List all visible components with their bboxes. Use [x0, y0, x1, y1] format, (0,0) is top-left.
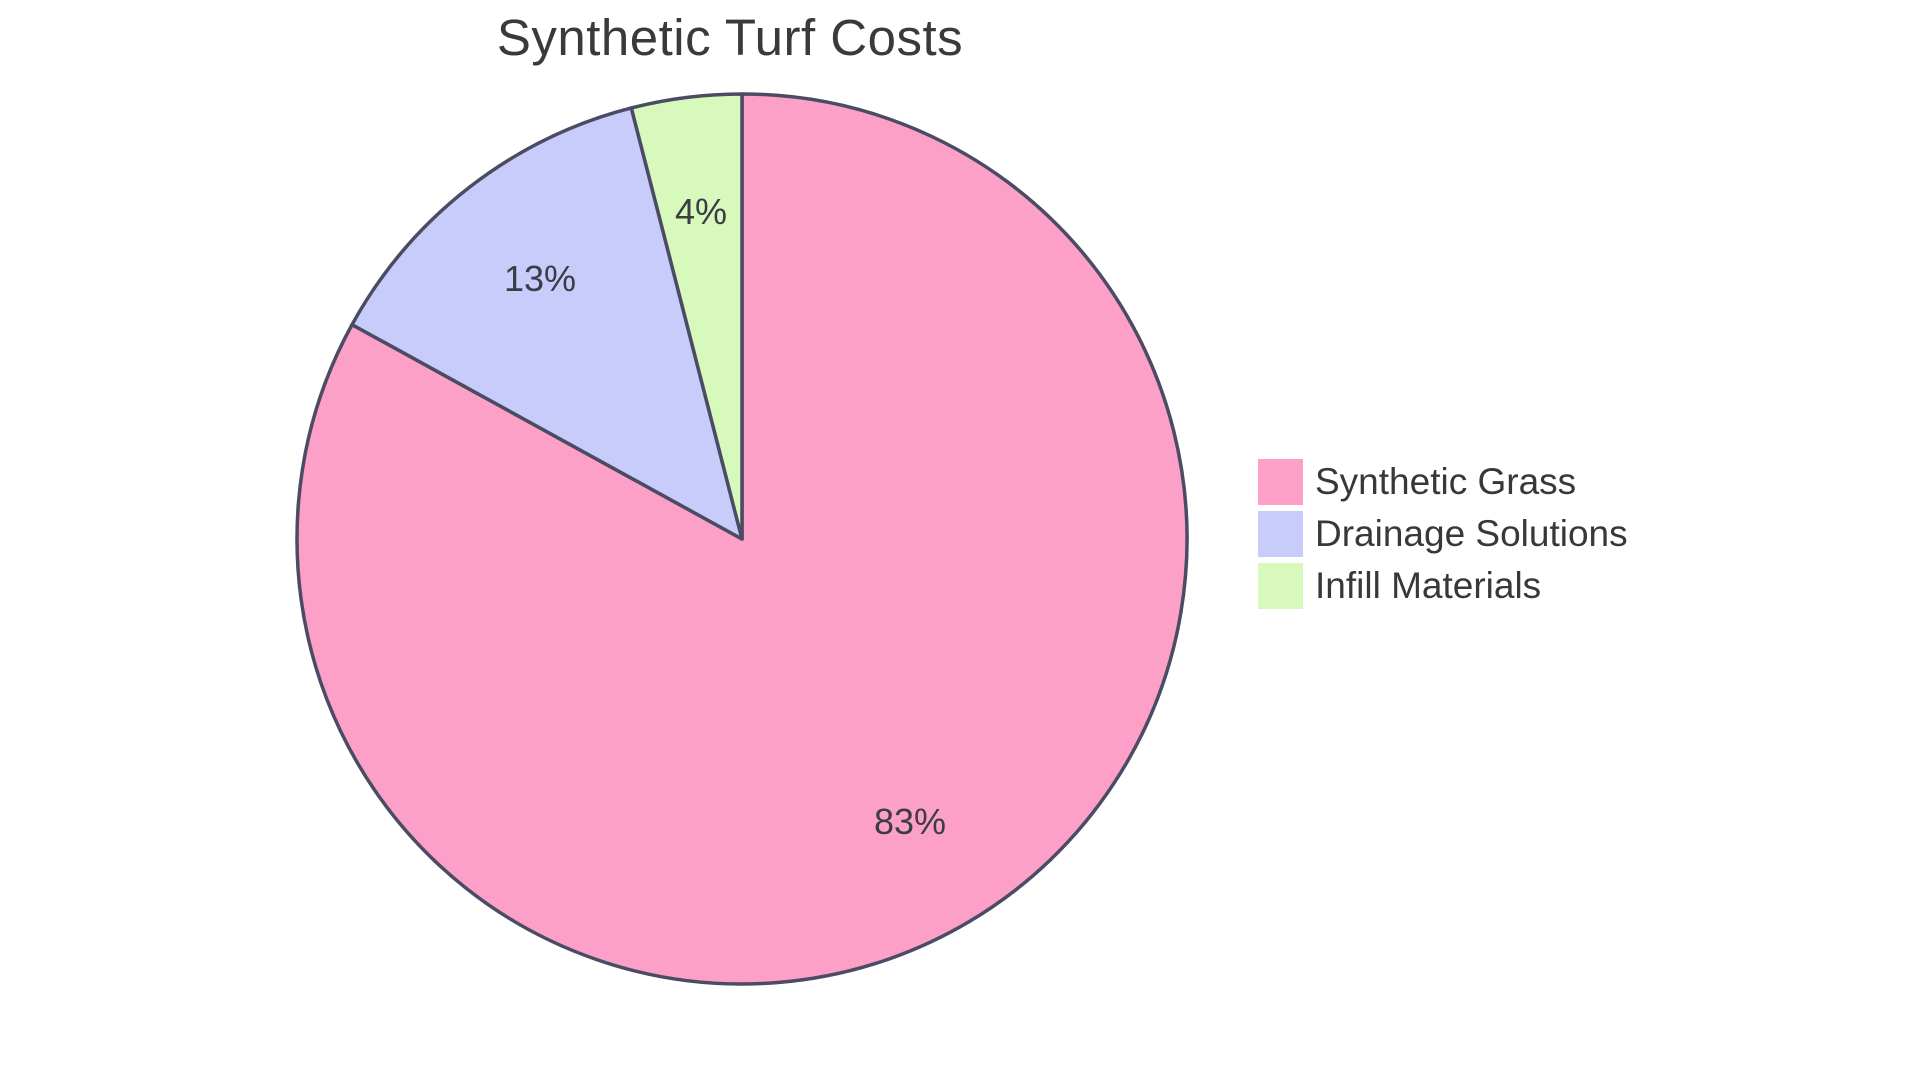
chart-title: Synthetic Turf Costs	[496, 9, 964, 66]
pie-slice-infill-materials	[629, 92, 744, 541]
legend-item-infill-materials[interactable]: Infill Materials	[1258, 563, 1628, 609]
legend-swatch-drainage-solutions	[1258, 511, 1303, 557]
legend-label-drainage-solutions: Drainage Solutions	[1315, 513, 1628, 554]
legend-label-infill-materials: Infill Materials	[1315, 565, 1542, 606]
legend-item-synthetic-grass[interactable]: Synthetic Grass	[1258, 459, 1628, 505]
legend-item-drainage-solutions[interactable]: Drainage Solutions	[1258, 511, 1628, 557]
pie-slice-drainage-solutions	[350, 106, 744, 541]
legend-swatch-infill-materials	[1258, 563, 1303, 609]
legend: Synthetic Grass Drainage Solutions Infil…	[1258, 459, 1628, 615]
legend-swatch-synthetic-grass	[1258, 459, 1303, 505]
legend-label-synthetic-grass: Synthetic Grass	[1315, 461, 1577, 502]
